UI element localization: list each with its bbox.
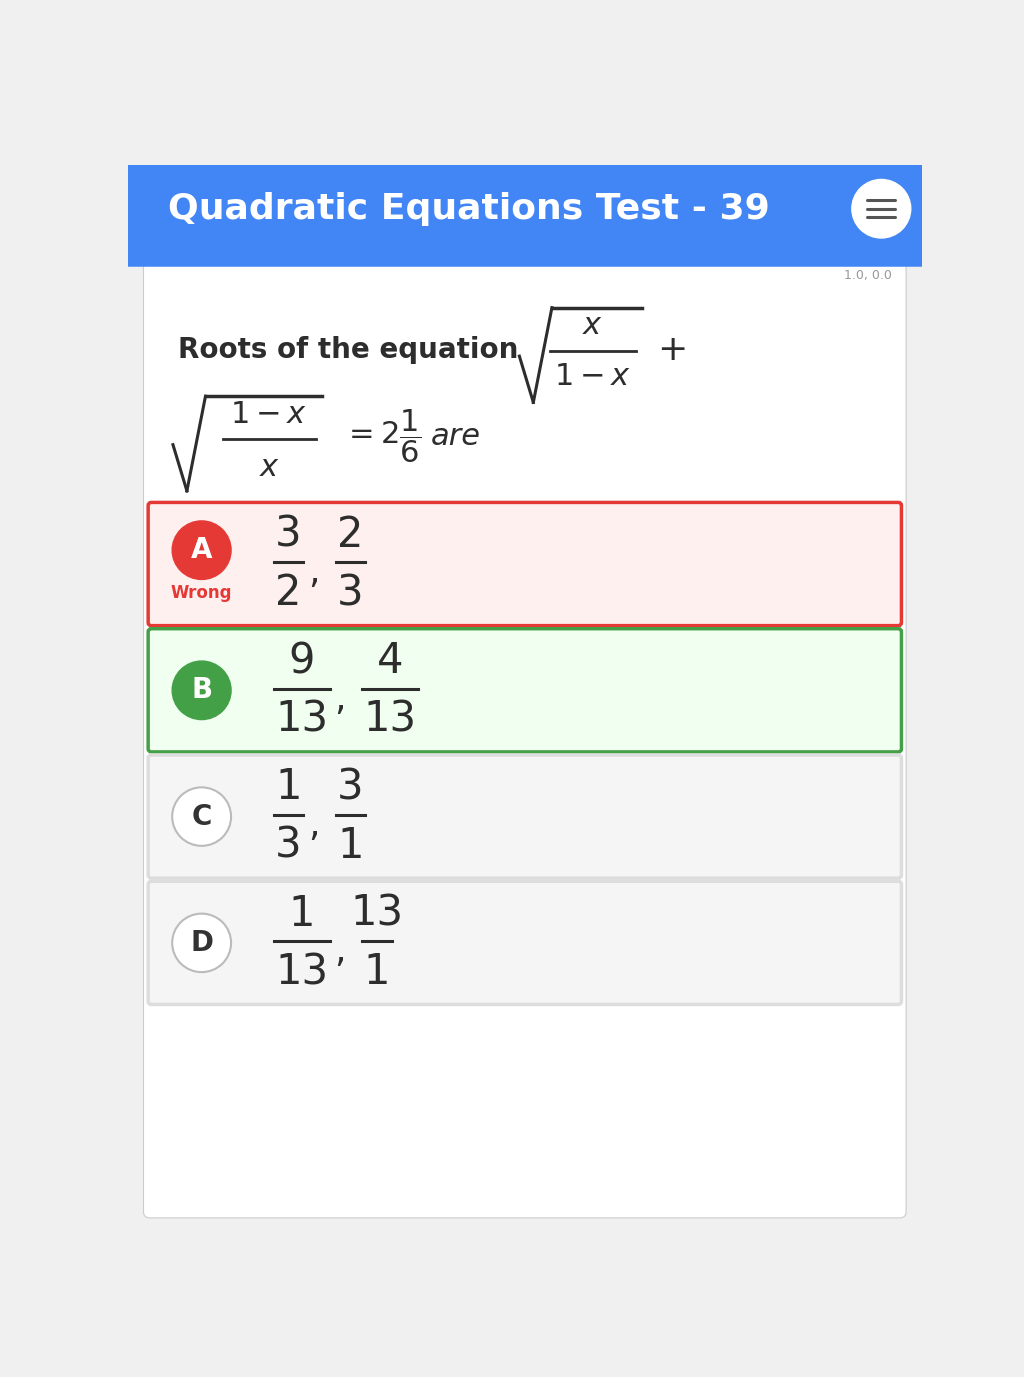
Text: 1: 1 <box>275 767 302 808</box>
Circle shape <box>172 913 231 972</box>
Text: are: are <box>430 421 480 450</box>
Text: Wrong: Wrong <box>171 584 232 602</box>
Text: $= 2\dfrac{1}{6}$: $= 2\dfrac{1}{6}$ <box>343 408 422 465</box>
Circle shape <box>172 521 231 580</box>
Text: B: B <box>191 676 212 704</box>
Text: C: C <box>191 803 212 830</box>
Text: ,: , <box>308 808 319 843</box>
FancyBboxPatch shape <box>148 503 901 625</box>
Text: 13: 13 <box>364 698 417 741</box>
Text: $\mathit{x}$: $\mathit{x}$ <box>258 453 280 482</box>
Text: 3: 3 <box>275 514 302 556</box>
FancyBboxPatch shape <box>148 629 901 752</box>
Text: Roots of the equation: Roots of the equation <box>178 336 519 364</box>
Text: ,: , <box>308 556 319 591</box>
Text: 1: 1 <box>364 952 390 993</box>
Text: 2: 2 <box>275 573 302 614</box>
Text: 9: 9 <box>289 640 314 682</box>
Text: $1-\mathit{x}$: $1-\mathit{x}$ <box>230 401 307 430</box>
Text: 3: 3 <box>337 767 364 808</box>
Text: 13: 13 <box>275 698 328 741</box>
Text: 1: 1 <box>289 892 314 935</box>
Text: 13: 13 <box>275 952 328 993</box>
Text: 13: 13 <box>350 892 403 935</box>
Text: 3: 3 <box>275 825 302 868</box>
Text: 3: 3 <box>337 573 364 614</box>
FancyBboxPatch shape <box>143 249 906 1217</box>
Text: 1.0, 0.0: 1.0, 0.0 <box>844 269 892 282</box>
Text: 4: 4 <box>377 640 403 682</box>
Text: ,: , <box>334 683 346 716</box>
Text: D: D <box>190 929 213 957</box>
Text: Quadratic Equations Test - 39: Quadratic Equations Test - 39 <box>168 191 770 226</box>
Circle shape <box>172 788 231 845</box>
Text: 1: 1 <box>337 825 364 868</box>
Text: $1-\mathit{x}$: $1-\mathit{x}$ <box>554 362 632 391</box>
FancyBboxPatch shape <box>148 755 901 879</box>
Circle shape <box>852 179 910 238</box>
Text: $\mathit{x}$: $\mathit{x}$ <box>583 311 603 340</box>
Text: ,: , <box>334 935 346 969</box>
Text: $+$: $+$ <box>657 333 685 368</box>
FancyBboxPatch shape <box>114 128 936 266</box>
FancyBboxPatch shape <box>148 881 901 1004</box>
Text: A: A <box>190 536 212 565</box>
Circle shape <box>172 661 231 720</box>
Text: 2: 2 <box>337 514 364 556</box>
